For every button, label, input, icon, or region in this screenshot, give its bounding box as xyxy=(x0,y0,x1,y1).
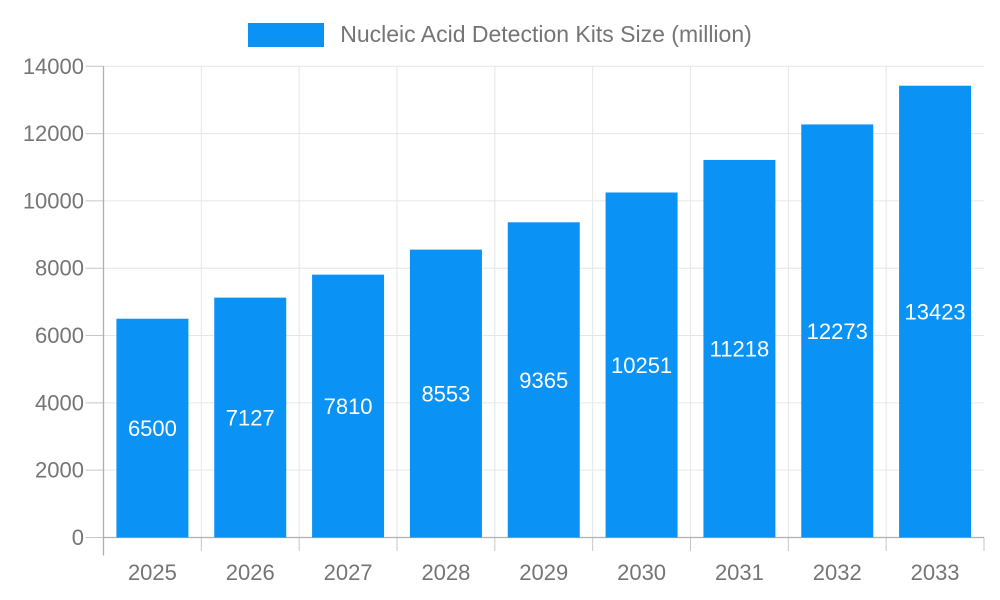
bar[interactable] xyxy=(899,85,972,538)
bar-value-label: 6500 xyxy=(128,416,177,441)
bar-value-label: 10251 xyxy=(611,353,672,378)
y-axis-label: 12000 xyxy=(23,121,84,146)
x-axis-label: 2027 xyxy=(324,560,373,585)
x-axis-label: 2030 xyxy=(617,560,666,585)
x-axis-label: 2029 xyxy=(519,560,568,585)
bar-value-label: 7127 xyxy=(226,406,275,431)
bar-value-label: 9365 xyxy=(519,368,568,393)
legend-series-label: Nucleic Acid Detection Kits Size (millio… xyxy=(340,21,752,47)
bar[interactable] xyxy=(507,222,580,538)
y-axis-label: 0 xyxy=(72,525,84,550)
x-axis-label: 2033 xyxy=(911,560,960,585)
bar-value-label: 11218 xyxy=(710,337,770,362)
bar-value-label: 12273 xyxy=(807,319,868,344)
x-axis-label: 2025 xyxy=(128,560,177,585)
y-axis-label: 2000 xyxy=(35,458,84,483)
bar-value-label: 7810 xyxy=(324,394,373,419)
x-axis-label: 2026 xyxy=(226,560,275,585)
y-axis-label: 10000 xyxy=(23,188,84,213)
legend-color-swatch xyxy=(248,22,325,47)
bar[interactable] xyxy=(605,192,678,538)
y-axis-label: 4000 xyxy=(35,390,84,415)
bar[interactable] xyxy=(116,318,189,538)
y-axis-label: 8000 xyxy=(35,256,84,281)
y-axis-label: 14000 xyxy=(23,54,84,79)
bar[interactable] xyxy=(703,159,776,538)
bar[interactable] xyxy=(214,297,287,538)
bar[interactable] xyxy=(801,124,874,538)
x-axis-label: 2031 xyxy=(715,560,764,585)
chart-legend[interactable]: Nucleic Acid Detection Kits Size (millio… xyxy=(0,21,1000,48)
bar-value-label: 8553 xyxy=(421,382,470,407)
bar[interactable] xyxy=(312,274,385,538)
x-axis-label: 2032 xyxy=(813,560,862,585)
bar-value-label: 13423 xyxy=(904,300,965,325)
bar[interactable] xyxy=(409,249,482,538)
y-axis-label: 6000 xyxy=(35,323,84,348)
x-axis-label: 2028 xyxy=(421,560,470,585)
